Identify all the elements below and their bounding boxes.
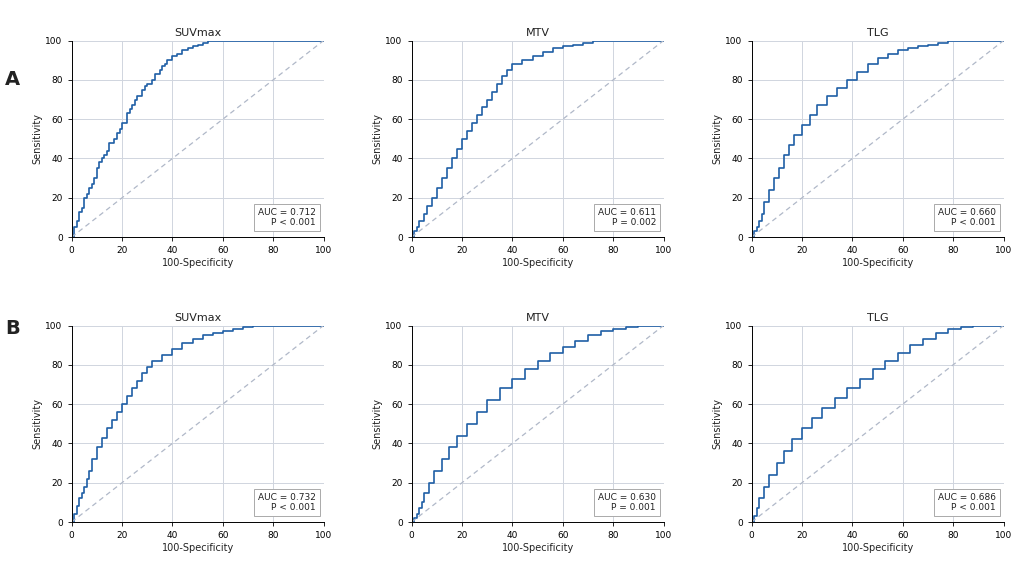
Title: SUVmax: SUVmax — [174, 28, 221, 38]
Title: SUVmax: SUVmax — [174, 313, 221, 323]
Title: MTV: MTV — [525, 313, 550, 323]
Text: A: A — [5, 70, 20, 89]
X-axis label: 100-Specificity: 100-Specificity — [162, 543, 233, 553]
Text: AUC = 0.732
P < 0.001: AUC = 0.732 P < 0.001 — [258, 493, 316, 512]
Y-axis label: Sensitivity: Sensitivity — [33, 113, 43, 164]
X-axis label: 100-Specificity: 100-Specificity — [842, 258, 913, 268]
Text: B: B — [5, 319, 19, 338]
Y-axis label: Sensitivity: Sensitivity — [713, 113, 723, 164]
Text: AUC = 0.686
P < 0.001: AUC = 0.686 P < 0.001 — [938, 493, 996, 512]
Y-axis label: Sensitivity: Sensitivity — [373, 398, 383, 450]
Y-axis label: Sensitivity: Sensitivity — [33, 398, 43, 450]
Text: AUC = 0.660
P < 0.001: AUC = 0.660 P < 0.001 — [938, 208, 996, 227]
Y-axis label: Sensitivity: Sensitivity — [373, 113, 383, 164]
X-axis label: 100-Specificity: 100-Specificity — [502, 543, 573, 553]
X-axis label: 100-Specificity: 100-Specificity — [162, 258, 233, 268]
Title: MTV: MTV — [525, 28, 550, 38]
Title: TLG: TLG — [866, 28, 889, 38]
X-axis label: 100-Specificity: 100-Specificity — [502, 258, 573, 268]
Text: AUC = 0.712
P < 0.001: AUC = 0.712 P < 0.001 — [258, 208, 316, 227]
Title: TLG: TLG — [866, 313, 889, 323]
Text: AUC = 0.630
P = 0.001: AUC = 0.630 P = 0.001 — [598, 493, 656, 512]
Y-axis label: Sensitivity: Sensitivity — [713, 398, 723, 450]
X-axis label: 100-Specificity: 100-Specificity — [842, 543, 913, 553]
Text: AUC = 0.611
P = 0.002: AUC = 0.611 P = 0.002 — [598, 208, 656, 227]
